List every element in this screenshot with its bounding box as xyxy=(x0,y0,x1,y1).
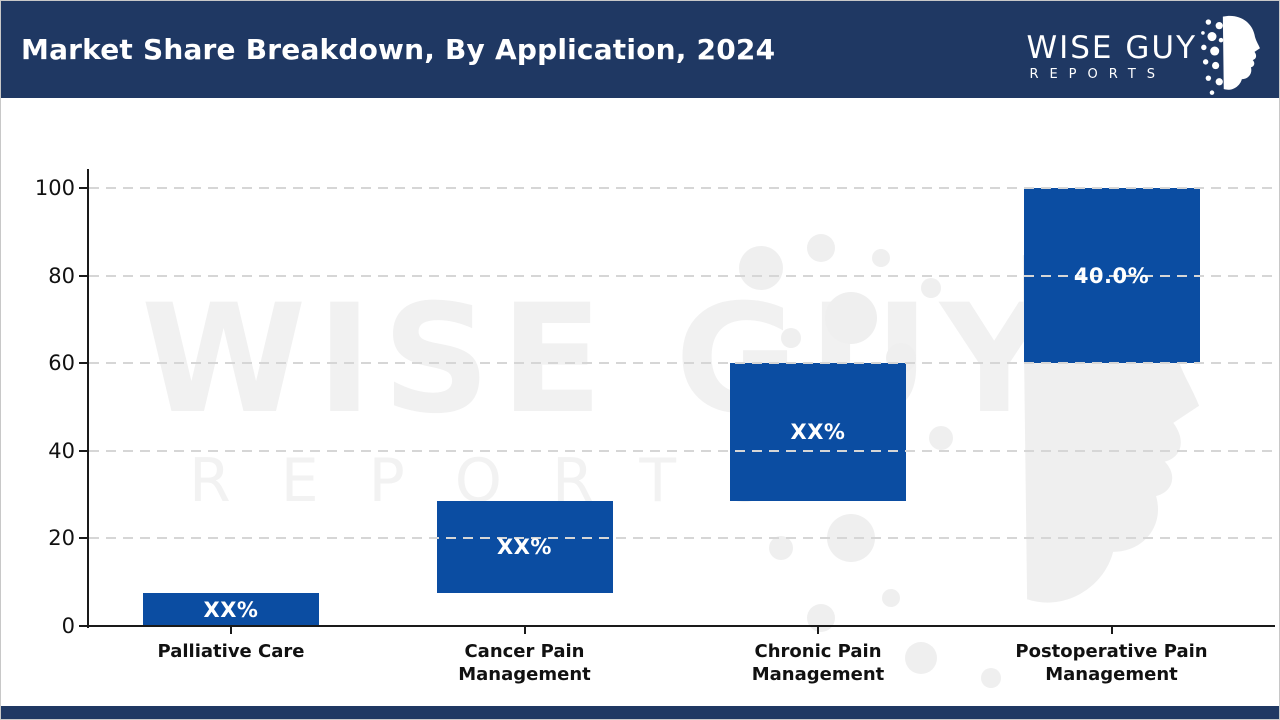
y-tick-label-100: 100 xyxy=(34,176,75,200)
y-tick-60 xyxy=(79,362,87,365)
x-category-label-line: Management xyxy=(1045,664,1178,685)
y-tick-100 xyxy=(79,187,87,189)
x-axis-line xyxy=(87,625,1275,627)
bar-cancer-pain-management xyxy=(436,501,613,594)
y-tick-label-0: 0 xyxy=(61,614,75,638)
y-tick-label-20: 20 xyxy=(48,526,75,551)
x-category-label-2: Cancer Pain Management xyxy=(375,640,675,686)
y-tick-label-80: 80 xyxy=(48,263,75,288)
y-tick-label-40: 40 xyxy=(48,438,75,463)
x-tick-3 xyxy=(1110,626,1113,634)
logo-face-icon xyxy=(1201,15,1260,95)
bar-chronic-pain-management xyxy=(730,363,906,502)
brand-logo-name: WISE GUY xyxy=(1026,29,1197,66)
chart-area: WISE GUY REPORTS 0 20 40 60 80 100 XX% XX% XX% 40… xyxy=(1,98,1279,708)
y-tick-20 xyxy=(79,537,87,540)
brand-logo-subtitle: REPORTS xyxy=(1029,66,1167,82)
y-tick-80 xyxy=(79,274,87,277)
x-category-label-line: Management xyxy=(751,664,885,685)
bar-palliative-care xyxy=(143,593,319,626)
brand-logo: WISE GUY REPORTS xyxy=(1026,13,1263,99)
x-tick-1 xyxy=(523,626,526,634)
bar-value-label-4: 40.0% xyxy=(1073,263,1150,288)
gridline-80 xyxy=(89,274,1275,277)
page-title: Market Share Breakdown, By Application, … xyxy=(21,33,776,66)
x-tick-2 xyxy=(817,626,819,634)
x-category-label-3: Chronic Pain Management xyxy=(668,640,968,686)
bar-value-label-3: XX% xyxy=(790,420,846,445)
y-tick-40 xyxy=(79,449,87,452)
gridline-60 xyxy=(89,362,1275,365)
x-category-label-line: Cancer Pain xyxy=(464,641,585,662)
x-category-label-line: Postoperative Pain xyxy=(1015,641,1208,662)
x-category-label-1: Palliative Care xyxy=(81,640,381,663)
x-category-label-line: Management xyxy=(458,664,591,685)
x-tick-0 xyxy=(230,626,232,634)
x-category-label-line: Chronic Pain xyxy=(754,641,882,662)
y-axis-line xyxy=(87,169,89,628)
gridline-40 xyxy=(89,449,1275,452)
bar-value-label-1: XX% xyxy=(203,597,259,622)
header-band: Market Share Breakdown, By Application, … xyxy=(1,1,1279,98)
gridline-100 xyxy=(89,187,1275,189)
bar-value-label-2: XX% xyxy=(497,535,552,560)
x-category-label-line: Palliative Care xyxy=(157,641,305,662)
footer-band xyxy=(1,706,1279,719)
brand-logo-text: WISE GUY REPORTS xyxy=(1026,31,1197,82)
x-category-label-4: Postoperative Pain Management xyxy=(962,640,1262,686)
gridline-20 xyxy=(89,537,1275,540)
y-tick-label-60: 60 xyxy=(48,351,75,376)
y-tick-0 xyxy=(79,625,87,627)
